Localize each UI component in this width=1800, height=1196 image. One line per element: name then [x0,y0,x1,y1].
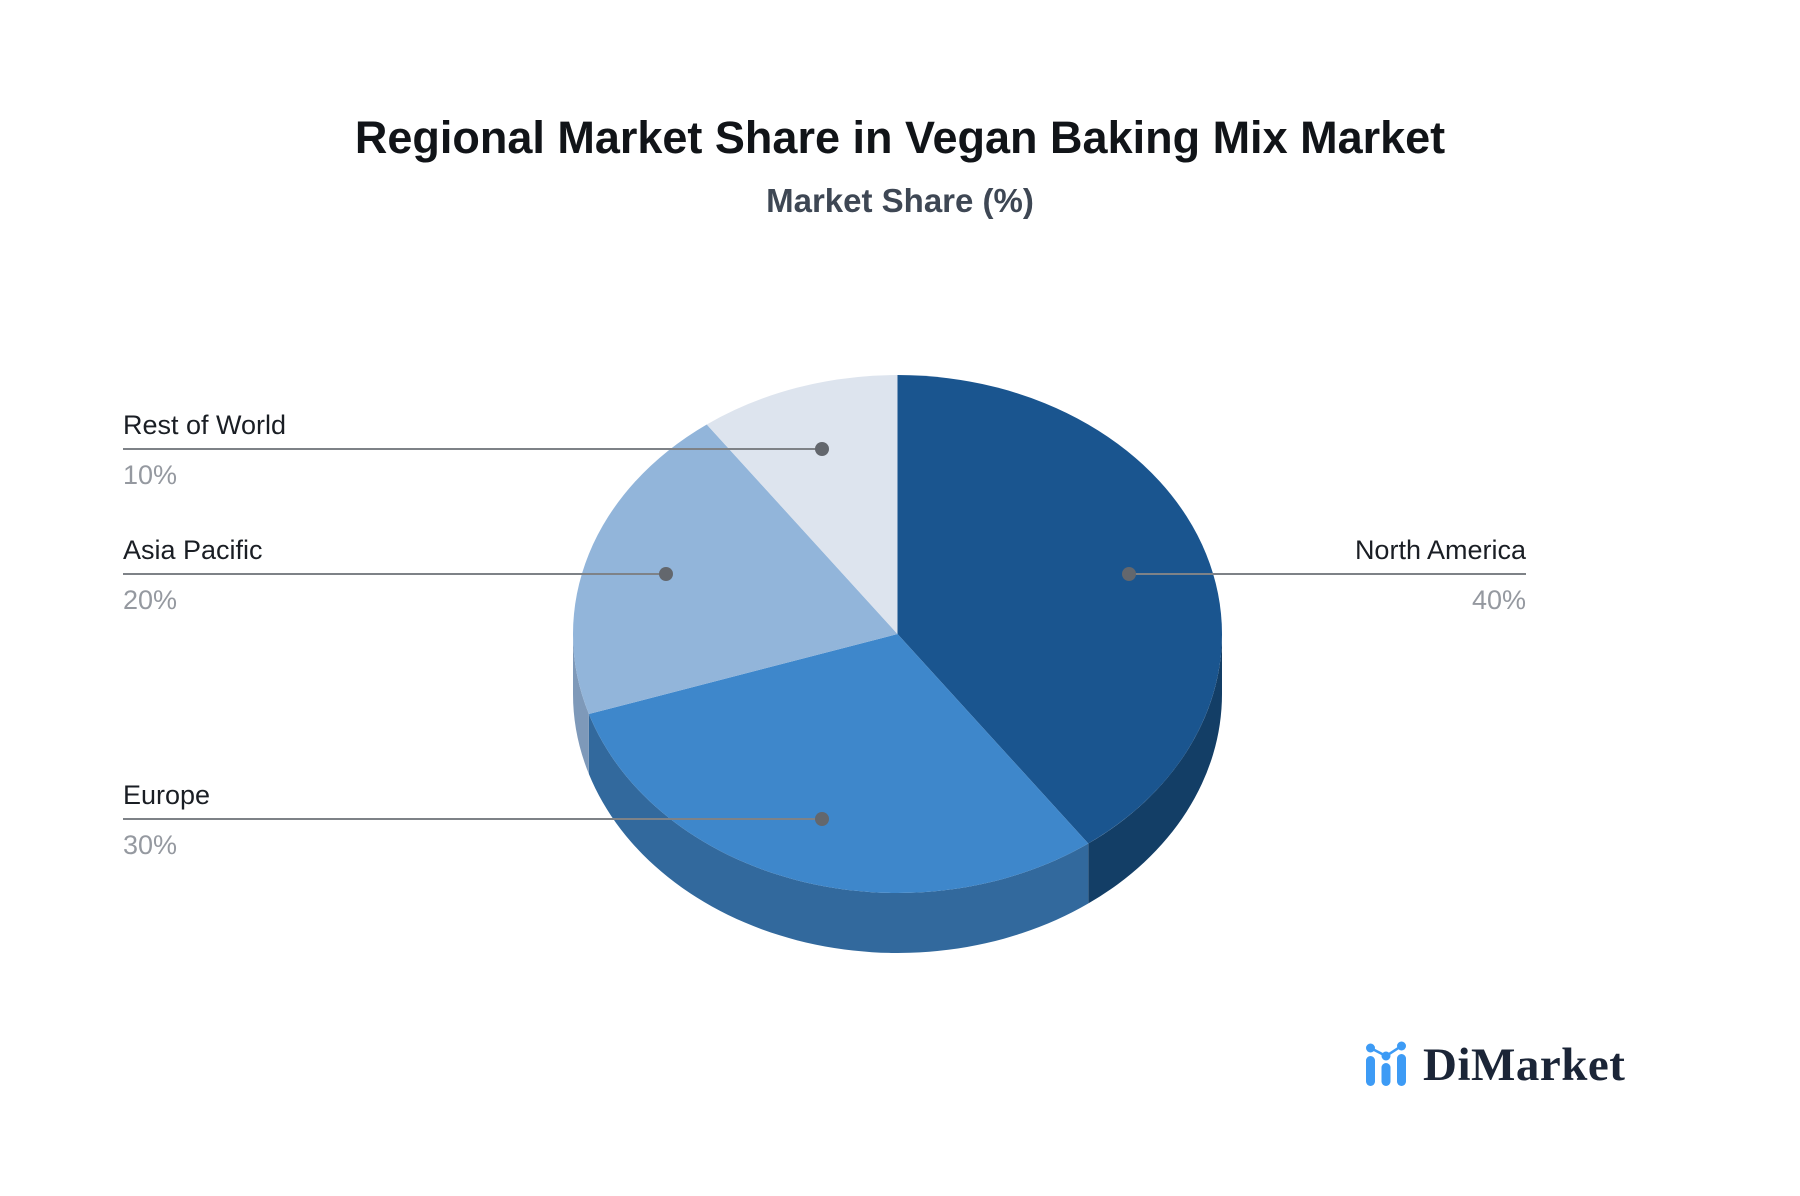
chart-subtitle: Market Share (%) [766,182,1034,219]
slice-label-name: North America [1354,535,1526,565]
brand-logo: DiMarket [1364,1040,1625,1090]
pie-slice-rest-of-world[interactable] [706,375,898,634]
slice-label-percent: 40% [1471,585,1526,615]
pie-slice-europe[interactable] [588,634,1089,893]
leader-dot-asia-pacific [659,567,673,581]
brand-name: DiMarket [1423,1039,1626,1091]
pie-slice-side-europe [588,714,1089,953]
bar-line-chart-icon [1366,1041,1406,1086]
pie-slice-asia-pacific[interactable] [573,424,898,715]
slice-label-percent: 10% [123,460,178,490]
pie-slice-north-america[interactable] [897,375,1222,844]
slice-label-percent: 30% [123,830,178,860]
slice-label-europe: Europe 30% [123,779,211,860]
slice-label-name: Rest of World [123,410,287,440]
leader-dot-north-america [1122,567,1136,581]
pie-slice-side-north-america [1088,634,1222,904]
slice-label-percent: 20% [123,585,178,615]
slice-label-rest-of-world: Rest of World 10% [123,409,287,490]
pie-slice-side-asia-pacific [573,634,589,775]
leader-dot-europe [815,812,829,826]
slice-label-north-america: North America 40% [1354,534,1526,615]
leader-dot-rest-of-world [815,442,829,456]
slice-label-name: Europe [123,780,211,810]
chart-title: Regional Market Share in Vegan Baking Mi… [354,112,1446,163]
slice-label-name: Asia Pacific [123,535,263,565]
slice-label-asia-pacific: Asia Pacific 20% [123,534,263,615]
